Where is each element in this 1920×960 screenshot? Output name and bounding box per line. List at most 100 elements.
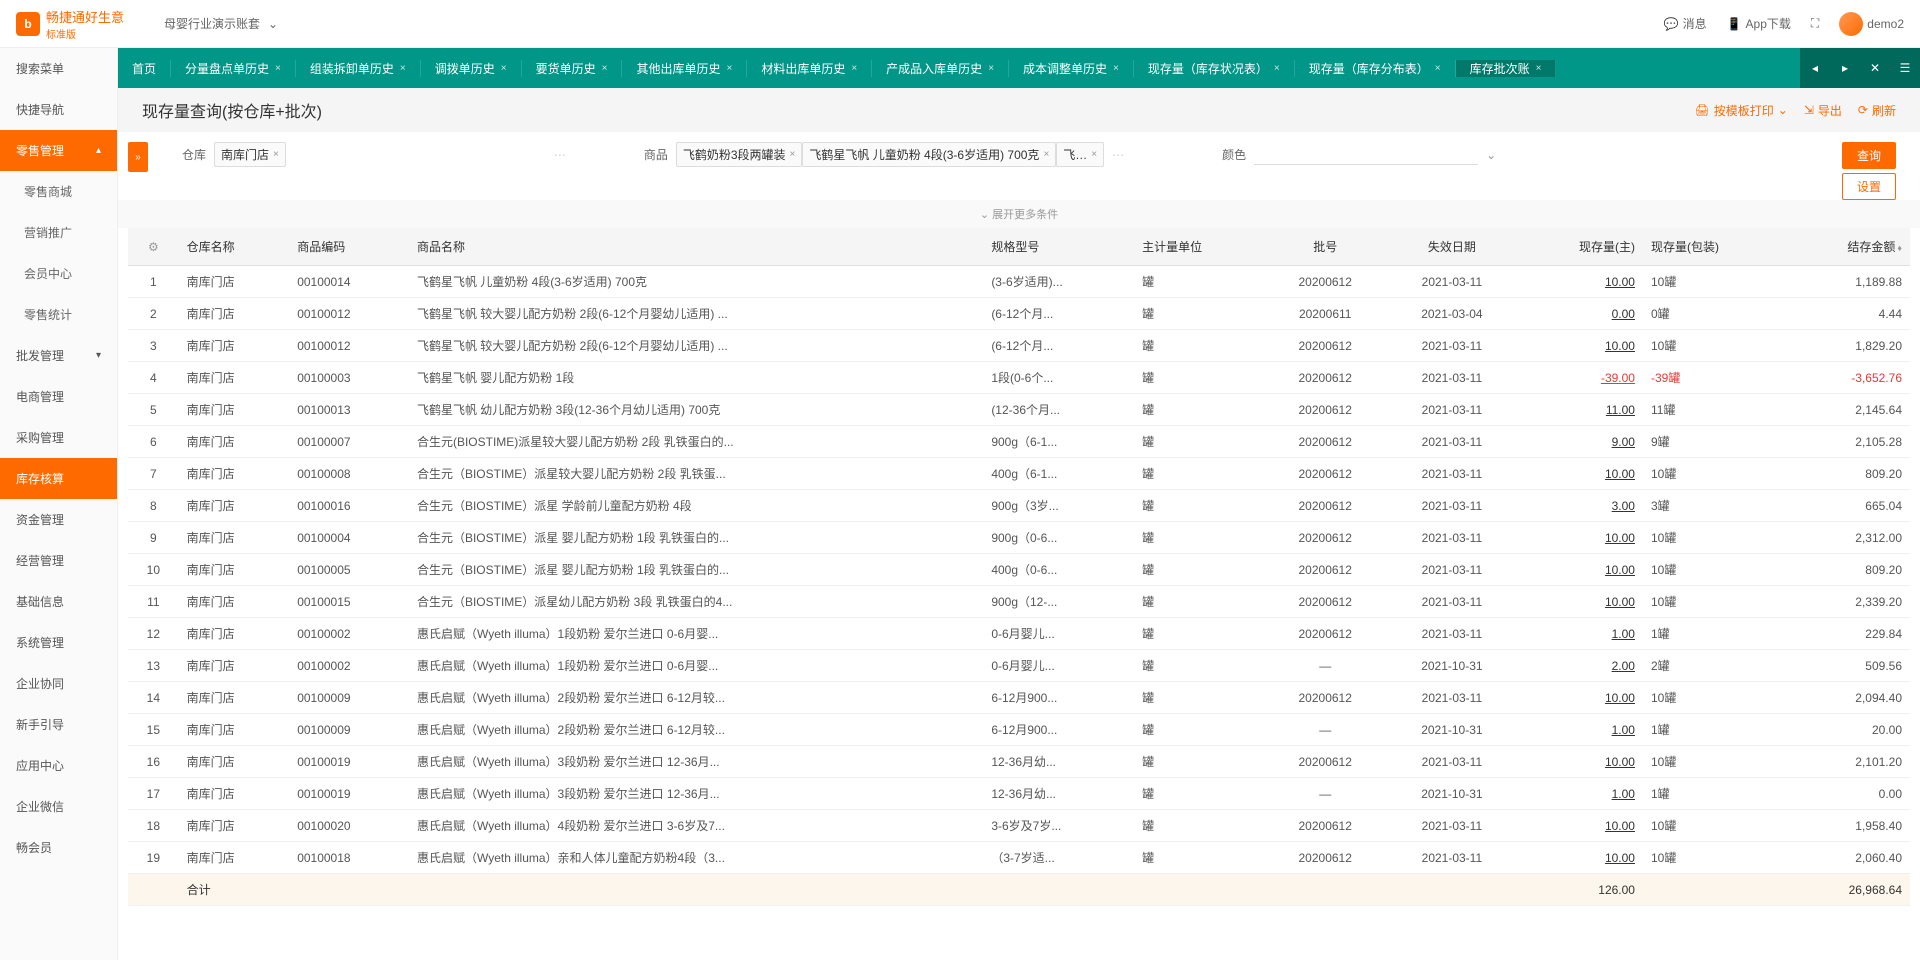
sidebar-item[interactable]: 营销推广 (0, 212, 117, 253)
sidebar-item[interactable]: 库存核算 (0, 458, 117, 499)
table-cell[interactable]: 10.00 (1519, 682, 1643, 714)
column-header[interactable]: 商品编码 (289, 228, 409, 266)
export-button[interactable]: ⇲ 导出 (1804, 102, 1842, 119)
table-cell[interactable]: 10.00 (1519, 586, 1643, 618)
tab[interactable]: 现存量（库存状况表）× (1134, 60, 1295, 77)
sidebar-item[interactable]: 搜索菜单 (0, 48, 117, 89)
close-icon[interactable]: × (1113, 63, 1119, 74)
column-header[interactable]: 主计量单位 (1134, 228, 1265, 266)
sidebar-item[interactable]: 零售商城 (0, 171, 117, 212)
sidebar-item[interactable]: 应用中心 (0, 745, 117, 786)
table-row[interactable]: 8南库门店00100016合生元（BIOSTIME）派星 学龄前儿童配方奶粉 4… (128, 490, 1910, 522)
table-row[interactable]: 16南库门店00100019惠氏启赋（Wyeth illuma）3段奶粉 爱尔兰… (128, 746, 1910, 778)
expand-sidebar-button[interactable]: » (128, 142, 148, 172)
sidebar-item[interactable]: 批发管理▾ (0, 335, 117, 376)
sidebar-item[interactable]: 快捷导航 (0, 89, 117, 130)
close-icon[interactable]: × (602, 63, 608, 74)
table-cell[interactable]: 9.00 (1519, 426, 1643, 458)
close-icon[interactable]: × (400, 63, 406, 74)
color-input[interactable] (1254, 145, 1478, 165)
tab[interactable]: 其他出库单历史× (622, 60, 747, 77)
sort-icon[interactable]: ♦ (1897, 243, 1902, 253)
table-cell[interactable]: 10.00 (1519, 810, 1643, 842)
sidebar-item[interactable]: 零售管理▴ (0, 130, 117, 171)
close-icon[interactable]: × (1435, 63, 1441, 74)
tab[interactable]: 现存量（库存分布表）× (1295, 60, 1456, 77)
table-row[interactable]: 12南库门店00100002惠氏启赋（Wyeth illuma）1段奶粉 爱尔兰… (128, 618, 1910, 650)
sidebar-item[interactable]: 资金管理 (0, 499, 117, 540)
chevron-down-icon[interactable]: ⌄ (1486, 148, 1496, 162)
tab-scroll-right[interactable]: ▸ (1830, 48, 1860, 88)
close-icon[interactable]: × (851, 63, 857, 74)
table-row[interactable]: 11南库门店00100015合生元（BIOSTIME）派星幼儿配方奶粉 3段 乳… (128, 586, 1910, 618)
sidebar-item[interactable]: 电商管理 (0, 376, 117, 417)
sidebar-item[interactable]: 零售统计 (0, 294, 117, 335)
close-icon[interactable]: × (988, 63, 994, 74)
table-cell[interactable]: 10.00 (1519, 330, 1643, 362)
app-download-link[interactable]: 📱 App下载 (1727, 15, 1791, 32)
close-icon[interactable]: × (273, 149, 279, 160)
print-button[interactable]: 🖨 按模板打印 ⌄ (1695, 102, 1788, 119)
tab-close-all[interactable]: ✕ (1860, 48, 1890, 88)
table-cell[interactable]: 1.00 (1519, 618, 1643, 650)
table-row[interactable]: 10南库门店00100005合生元（BIOSTIME）派星 婴儿配方奶粉 1段 … (128, 554, 1910, 586)
settings-button[interactable]: 设置 (1842, 173, 1896, 200)
table-row[interactable]: 18南库门店00100020惠氏启赋（Wyeth illuma）4段奶粉 爱尔兰… (128, 810, 1910, 842)
user-menu[interactable]: demo2 (1839, 12, 1904, 36)
close-icon[interactable]: × (275, 63, 281, 74)
close-icon[interactable]: × (1536, 63, 1542, 74)
table-cell[interactable]: 10.00 (1519, 522, 1643, 554)
table-row[interactable]: 19南库门店00100018惠氏启赋（Wyeth illuma）亲和人体儿童配方… (128, 842, 1910, 874)
close-icon[interactable]: × (1274, 63, 1280, 74)
sidebar-item[interactable]: 经营管理 (0, 540, 117, 581)
tab[interactable]: 成本调整单历史× (1009, 60, 1134, 77)
table-row[interactable]: 5南库门店00100013飞鹤星飞帆 幼儿配方奶粉 3段(12-36个月幼儿适用… (128, 394, 1910, 426)
tab[interactable]: 分量盘点单历史× (171, 60, 296, 77)
product-chip[interactable]: 飞…× (1056, 142, 1104, 167)
tab[interactable]: 要货单历史× (522, 60, 623, 77)
table-row[interactable]: 3南库门店00100012飞鹤星飞帆 较大婴儿配方奶粉 2段(6-12个月婴幼儿… (128, 330, 1910, 362)
column-header[interactable]: 规格型号 (983, 228, 1134, 266)
refresh-button[interactable]: ⟳ 刷新 (1858, 102, 1896, 119)
table-cell[interactable]: 1.00 (1519, 778, 1643, 810)
tab-menu[interactable]: ☰ (1890, 48, 1920, 88)
table-cell[interactable]: 10.00 (1519, 746, 1643, 778)
column-header[interactable]: ⚙ (128, 228, 179, 266)
expand-filters-button[interactable]: ⌄ 展开更多条件 (118, 200, 1920, 228)
tab[interactable]: 产成品入库单历史× (872, 60, 1009, 77)
table-row[interactable]: 6南库门店00100007合生元(BIOSTIME)派星较大婴儿配方奶粉 2段 … (128, 426, 1910, 458)
table-cell[interactable]: 10.00 (1519, 266, 1643, 298)
product-chip[interactable]: 飞鹤奶粉3段两罐装× (676, 142, 803, 167)
table-cell[interactable]: 10.00 (1519, 554, 1643, 586)
messages-link[interactable]: 💬 消息 (1664, 15, 1707, 32)
close-icon[interactable]: × (501, 63, 507, 74)
product-chip[interactable]: 飞鹤星飞帆 儿童奶粉 4段(3-6岁适用) 700克× (802, 142, 1056, 167)
table-cell[interactable]: 10.00 (1519, 458, 1643, 490)
table-row[interactable]: 14南库门店00100009惠氏启赋（Wyeth illuma）2段奶粉 爱尔兰… (128, 682, 1910, 714)
query-button[interactable]: 查询 (1842, 142, 1896, 169)
table-cell[interactable]: 10.00 (1519, 842, 1643, 874)
sidebar-item[interactable]: 采购管理 (0, 417, 117, 458)
gear-icon[interactable]: ⚙ (148, 240, 159, 254)
table-cell[interactable]: -39.00 (1519, 362, 1643, 394)
tab[interactable]: 调拨单历史× (421, 60, 522, 77)
table-row[interactable]: 17南库门店00100019惠氏启赋（Wyeth illuma）3段奶粉 爱尔兰… (128, 778, 1910, 810)
table-row[interactable]: 9南库门店00100004合生元（BIOSTIME）派星 婴儿配方奶粉 1段 乳… (128, 522, 1910, 554)
table-row[interactable]: 1南库门店00100014飞鹤星飞帆 儿童奶粉 4段(3-6岁适用) 700克(… (128, 266, 1910, 298)
column-header[interactable]: 现存量(主) (1519, 228, 1643, 266)
table-row[interactable]: 7南库门店00100008合生元（BIOSTIME）派星较大婴儿配方奶粉 2段 … (128, 458, 1910, 490)
close-icon[interactable]: × (726, 63, 732, 74)
tab[interactable]: 组装拆卸单历史× (296, 60, 421, 77)
sidebar-item[interactable]: 系统管理 (0, 622, 117, 663)
table-row[interactable]: 15南库门店00100009惠氏启赋（Wyeth illuma）2段奶粉 爱尔兰… (128, 714, 1910, 746)
table-cell[interactable]: 11.00 (1519, 394, 1643, 426)
account-selector[interactable]: 母婴行业演示账套 ⌄ (164, 15, 278, 32)
table-cell[interactable]: 1.00 (1519, 714, 1643, 746)
table-cell[interactable]: 0.00 (1519, 298, 1643, 330)
tab[interactable]: 材料出库单历史× (747, 60, 872, 77)
sidebar-item[interactable]: 企业微信 (0, 786, 117, 827)
sidebar-item[interactable]: 新手引导 (0, 704, 117, 745)
tab[interactable]: 库存批次账× (1456, 60, 1557, 77)
table-cell[interactable]: 2.00 (1519, 650, 1643, 682)
close-icon[interactable]: × (790, 149, 796, 160)
